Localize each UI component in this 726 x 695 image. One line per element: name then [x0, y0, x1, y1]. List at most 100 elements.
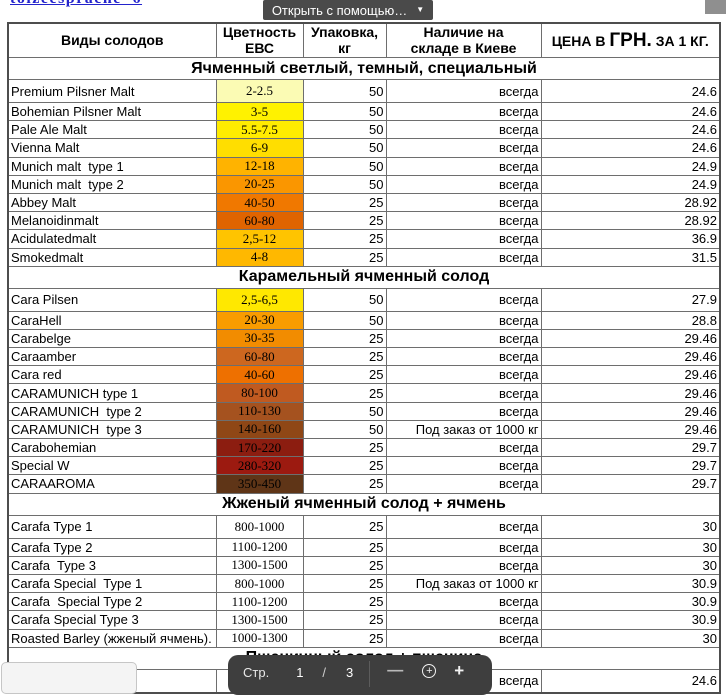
table-row: Bohemian Pilsner Malt 3-5 50 всегда 24.6 — [7, 101, 721, 122]
cell-stock: всегда — [385, 101, 542, 122]
cell-stock: всегда — [385, 120, 542, 140]
cell-stock: всегда — [385, 229, 542, 249]
cell-pack: 25 — [302, 474, 387, 494]
table-row: Carafa Type 3 1300-1500 25 всегда 30 — [7, 555, 721, 575]
pdf-toolbar: Стр. 1 / 3 — + + — [228, 655, 492, 695]
cell-stock: всегда — [385, 474, 542, 494]
scrollbar-thumb[interactable] — [705, 0, 726, 14]
cell-price: 27.9 — [540, 287, 721, 312]
zoom-out-button[interactable]: — — [387, 662, 404, 679]
cell-stock: всегда — [385, 628, 542, 648]
cell-ebc: 12-18 — [215, 156, 304, 176]
toolbar-divider — [369, 661, 371, 687]
cell-ebc: 60-80 — [215, 211, 304, 231]
cell-price: 24.9 — [540, 174, 721, 194]
cell-name: Pale Ale Malt — [7, 120, 217, 140]
cell-price: 30 — [540, 514, 721, 539]
cell-stock: всегда — [385, 138, 542, 158]
table-row: CARAMUNICH type 1 80-100 25 всегда 29.46 — [7, 383, 721, 403]
cell-price: 28.92 — [540, 192, 721, 213]
table-row: CARAMUNICH type 3 140-160 50 Под заказ от 1… — [7, 419, 721, 440]
cell-pack: 25 — [302, 192, 387, 213]
cell-pack: 25 — [302, 456, 387, 476]
cell-pack: 25 — [302, 555, 387, 575]
cell-price: 29.7 — [540, 474, 721, 494]
cell-name: Special W — [7, 456, 217, 476]
table-row: CARAAROMA 350-450 25 всегда 29.7 — [7, 474, 721, 494]
cell-name: Caraamber — [7, 347, 217, 367]
zoom-fit-icon[interactable]: + — [422, 664, 437, 678]
cell-price: 30.9 — [540, 592, 721, 612]
cell-ebc: 2,5-6,5 — [215, 287, 304, 312]
cell-name: CARAMUNICH type 1 — [7, 383, 217, 403]
table-row: Cara red 40-60 25 всегда 29.46 — [7, 365, 721, 385]
cell-stock: всегда — [385, 383, 542, 403]
cell-ebc: 1300-1500 — [215, 555, 304, 575]
cell-pack: 25 — [302, 383, 387, 403]
cell-ebc: 2-2.5 — [215, 79, 304, 103]
clipped-link[interactable]: tolzeesprache=6 — [10, 0, 210, 9]
cell-stock: Под заказ от 1000 кг — [385, 573, 542, 594]
table-row: Carafa Special Type 3 1300-1500 25 всегда 30… — [7, 610, 721, 630]
open-with-button[interactable]: Открыть с помощью… ▼ — [263, 0, 433, 20]
cell-name: Premium Pilsner Malt — [7, 79, 217, 103]
cell-name: Carabohemian — [7, 437, 217, 458]
cell-pack: 25 — [302, 514, 387, 539]
table-row: Acidulatedmalt 2,5-12 25 всегда 36.9 — [7, 229, 721, 249]
zoom-in-button[interactable]: + — [454, 661, 465, 680]
cell-pack: 25 — [302, 573, 387, 594]
cell-pack: 50 — [302, 156, 387, 176]
cell-price: 30.9 — [540, 573, 721, 594]
table-row: Munich malt type 2 20-25 50 всегда 24.9 — [7, 174, 721, 194]
clipped-link-text: tolzeesprache=6 — [10, 0, 210, 8]
header-kinds: Виды солодов — [7, 22, 217, 58]
cell-ebc: 40-60 — [215, 365, 304, 385]
cell-price: 28.92 — [540, 211, 721, 231]
cell-price: 29.7 — [540, 437, 721, 458]
cell-price: 29.46 — [540, 365, 721, 385]
cell-price: 28.8 — [540, 310, 721, 330]
cell-pack: 25 — [302, 628, 387, 648]
cell-stock: всегда — [385, 610, 542, 630]
cell-name: Carafa Type 1 — [7, 514, 217, 539]
table-row: Carabohemian 170-220 25 всегда 29.7 — [7, 437, 721, 458]
cell-stock: всегда — [385, 456, 542, 476]
header-price-suffix: ЗА 1 КГ. — [651, 32, 709, 49]
open-with-label: Открыть с помощью… — [271, 2, 408, 18]
cell-ebc: 20-30 — [215, 310, 304, 330]
cell-stock: всегда — [385, 537, 542, 557]
cell-stock: всегда — [385, 328, 542, 349]
cell-ebc: 800-1000 — [215, 573, 304, 594]
section-header-row: Ячменный светлый, темный, специальный — [7, 57, 721, 80]
malt-price-table: Виды солодов Цветность ЕВС Упаковка, кг … — [7, 22, 721, 694]
cell-ebc: 60-80 — [215, 347, 304, 367]
cell-price: 30.9 — [540, 610, 721, 630]
cell-name: Munich malt type 2 — [7, 174, 217, 194]
page-total: 3 — [346, 665, 354, 680]
cell-name: Vienna Malt — [7, 138, 217, 158]
cell-ebc: 170-220 — [215, 437, 304, 458]
cell-name: CARAAROMA — [7, 474, 217, 494]
cell-pack: 25 — [302, 437, 387, 458]
cell-pack: 25 — [302, 247, 387, 267]
cell-stock: всегда — [385, 192, 542, 213]
cell-price: 30 — [540, 537, 721, 557]
cell-ebc: 30-35 — [215, 328, 304, 349]
cell-name: CARAMUNICH type 2 — [7, 401, 217, 421]
cell-price: 24.9 — [540, 156, 721, 176]
section-title: Карамельный ячменный солод — [7, 265, 721, 289]
cell-price: 31.5 — [540, 247, 721, 267]
cell-pack: 50 — [302, 419, 387, 440]
cell-pack: 50 — [302, 401, 387, 421]
cell-stock: всегда — [385, 514, 542, 539]
cell-price: 29.46 — [540, 347, 721, 367]
table-row: Melanoidinmalt 60-80 25 всегда 28.92 — [7, 211, 721, 231]
table-row: Carafa Type 1 800-1000 25 всегда 30 — [7, 514, 721, 539]
cell-name: Cara Pilsen — [7, 287, 217, 312]
cell-stock: всегда — [385, 156, 542, 176]
cell-name: Bohemian Pilsner Malt — [7, 101, 217, 122]
page-number-input[interactable]: 1 — [296, 665, 304, 680]
cell-name: Munich malt type 1 — [7, 156, 217, 176]
table-row: Carafa Special Type 1 800-1000 25 Под заказ… — [7, 573, 721, 594]
chevron-down-icon: ▼ — [416, 5, 425, 14]
